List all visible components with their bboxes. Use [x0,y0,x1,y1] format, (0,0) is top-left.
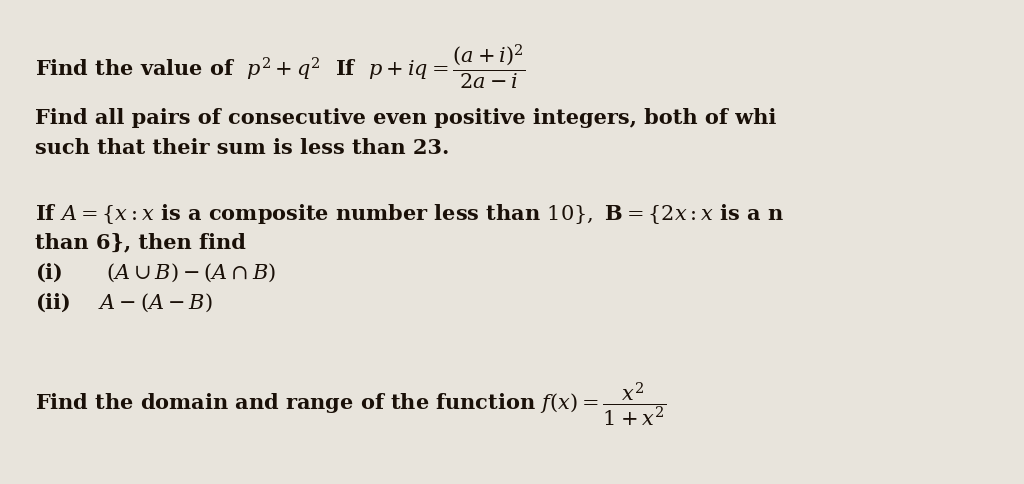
Text: Find the domain and range of the function $f(x)=\dfrac{x^2}{1+x^2}$: Find the domain and range of the functio… [35,380,666,428]
Text: Find all pairs of consecutive even positive integers, both of whi: Find all pairs of consecutive even posit… [35,108,776,128]
Text: than 6}, then find: than 6}, then find [35,232,246,252]
Text: such that their sum is less than 23.: such that their sum is less than 23. [35,138,450,158]
Text: If $A=\{x{:}x$ is a composite number less than $10\},$ B$=\{2x{:}x$ is a n: If $A=\{x{:}x$ is a composite number les… [35,202,784,226]
Text: Find the value of  $p^2+q^2$  If  $p+iq=\dfrac{(a+i)^2}{2a-i}$: Find the value of $p^2+q^2$ If $p+iq=\df… [35,42,525,91]
Text: (i)      $(A\cup B)-(A\cap B)$: (i) $(A\cup B)-(A\cap B)$ [35,262,276,285]
Text: (ii)    $A-(A-B)$: (ii) $A-(A-B)$ [35,292,213,315]
